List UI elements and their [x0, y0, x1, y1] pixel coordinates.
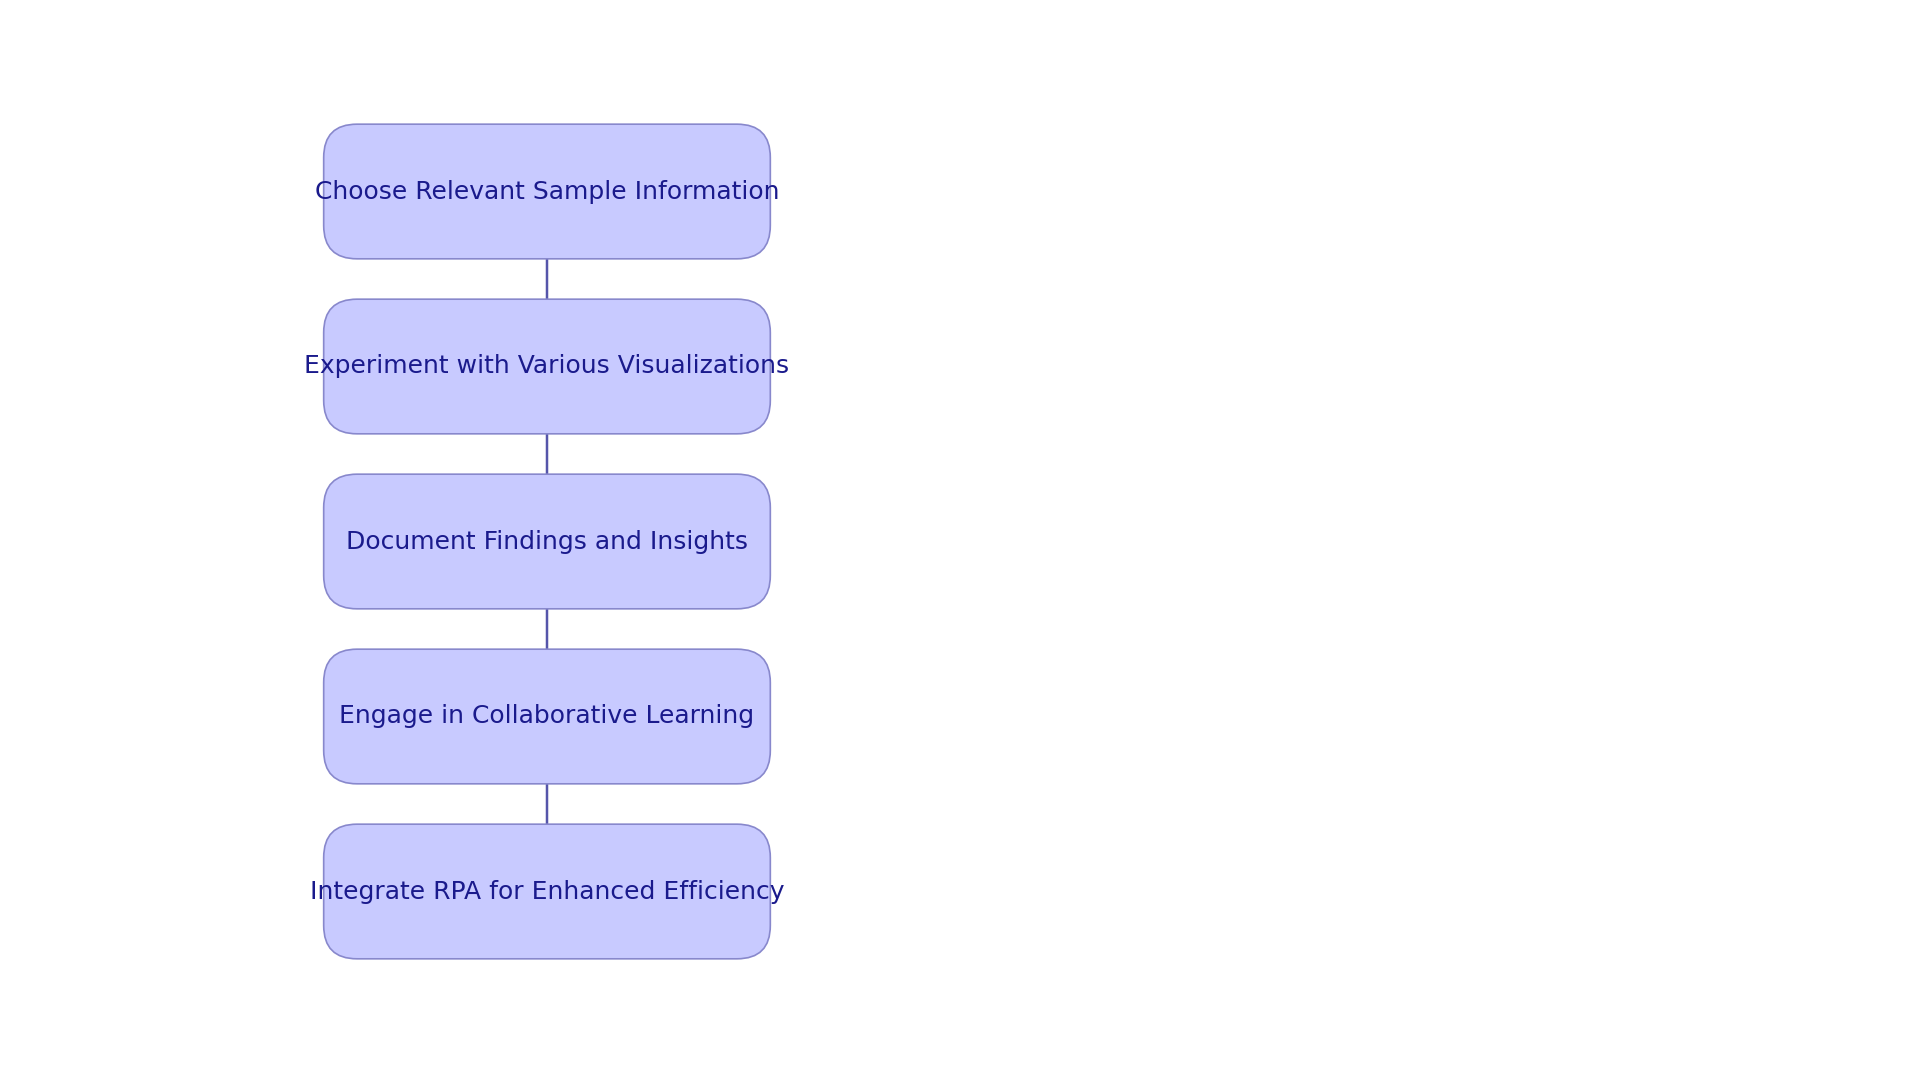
FancyBboxPatch shape: [324, 125, 770, 259]
Text: Choose Relevant Sample Information: Choose Relevant Sample Information: [315, 180, 780, 204]
FancyBboxPatch shape: [324, 649, 770, 784]
FancyBboxPatch shape: [324, 299, 770, 434]
FancyBboxPatch shape: [324, 474, 770, 609]
Text: Experiment with Various Visualizations: Experiment with Various Visualizations: [305, 354, 789, 378]
FancyBboxPatch shape: [324, 824, 770, 958]
Text: Integrate RPA for Enhanced Efficiency: Integrate RPA for Enhanced Efficiency: [309, 879, 783, 903]
Text: Engage in Collaborative Learning: Engage in Collaborative Learning: [340, 705, 755, 729]
Text: Document Findings and Insights: Document Findings and Insights: [346, 530, 749, 553]
